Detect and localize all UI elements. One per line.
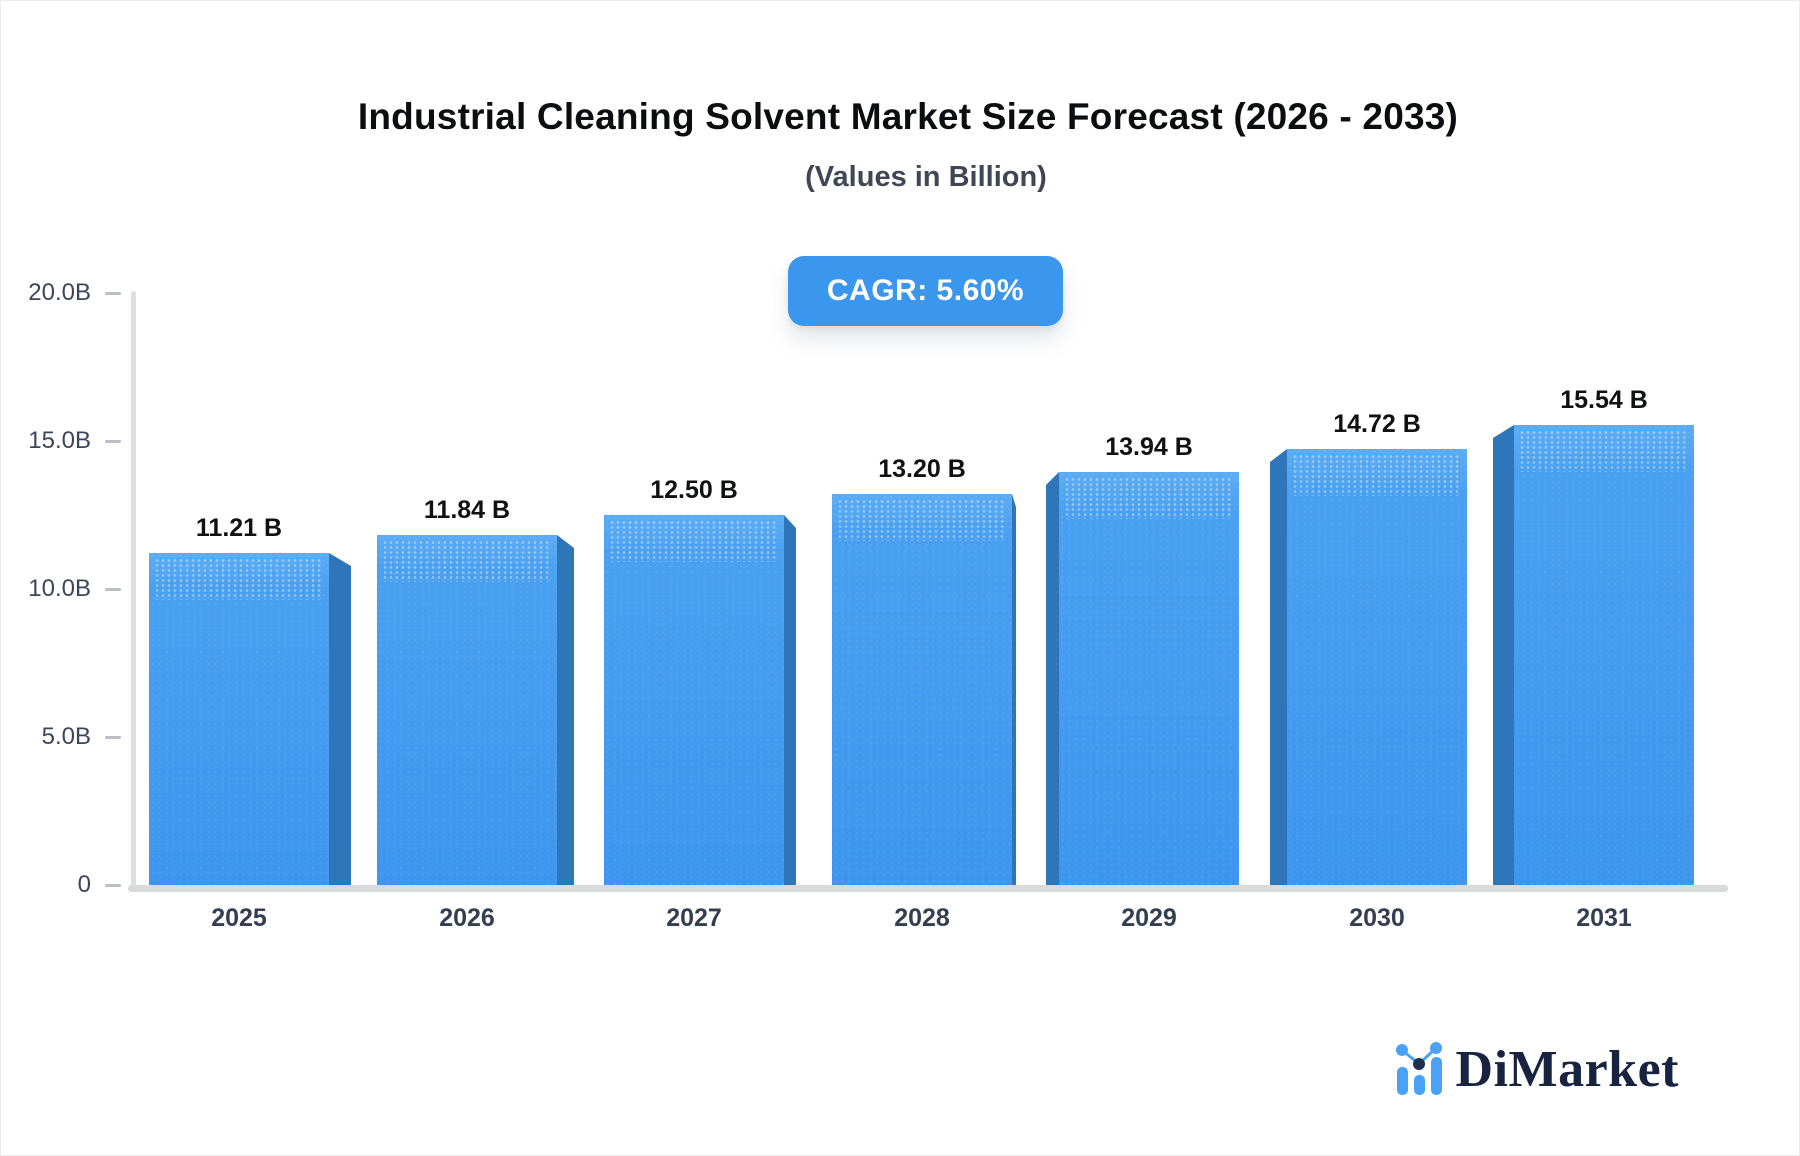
bar-face <box>1059 472 1239 885</box>
x-category-label: 2030 <box>1349 904 1405 932</box>
y-tick-mark <box>105 588 121 591</box>
bar-value-label: 14.72 B <box>1333 410 1421 438</box>
bar-face <box>377 535 557 885</box>
y-axis-line <box>131 291 136 892</box>
bar-value-label: 13.20 B <box>878 455 966 483</box>
bar-face <box>1514 425 1694 885</box>
y-tick-mark <box>105 736 121 739</box>
y-tick-label: 20.0B <box>28 279 91 306</box>
bar-side <box>1270 449 1287 885</box>
bar-face <box>604 515 784 885</box>
y-tick-mark <box>105 884 121 887</box>
cagr-badge-label: CAGR: 5.60% <box>826 274 1025 307</box>
x-category-label: 2027 <box>666 904 722 932</box>
cagr-badge: CAGR: 5.60% <box>788 256 1063 326</box>
bar-value-label: 11.84 B <box>423 496 511 524</box>
y-tick-mark <box>105 440 121 443</box>
x-category-label: 2031 <box>1576 904 1632 932</box>
brand-name: DiMarket <box>1455 1041 1679 1098</box>
bar-side <box>329 553 351 885</box>
bar-side <box>784 515 796 885</box>
bar-side <box>1012 494 1016 885</box>
y-tick-label: 0 <box>77 871 91 898</box>
bar-face <box>832 494 1012 885</box>
y-tick-label: 10.0B <box>28 575 91 602</box>
y-tick-label: 15.0B <box>28 427 91 454</box>
bar-side <box>1493 425 1514 885</box>
bar-value-label: 11.21 B <box>195 514 283 542</box>
bar-face <box>1287 449 1467 885</box>
x-category-label: 2026 <box>439 904 495 932</box>
bar-side <box>1046 472 1059 885</box>
x-category-label: 2025 <box>211 904 267 932</box>
bar-chart-logo-icon <box>1395 1042 1442 1095</box>
x-axis-floor <box>128 885 1728 892</box>
bar-value-label: 12.50 B <box>650 476 738 504</box>
chart-title: Industrial Cleaning Solvent Market Size … <box>357 96 1459 137</box>
bar-side <box>557 535 574 885</box>
chart-subtitle: (Values in Billion) <box>805 161 1047 193</box>
bar-value-label: 15.54 B <box>1560 386 1648 414</box>
x-category-label: 2029 <box>1121 904 1177 932</box>
y-tick-label: 5.0B <box>41 723 91 750</box>
brand-logo: DiMarket <box>1395 1041 1679 1097</box>
bar-value-label: 13.94 B <box>1105 433 1193 461</box>
x-category-label: 2028 <box>894 904 950 932</box>
y-tick-mark <box>105 292 121 295</box>
bar-face <box>149 553 329 885</box>
